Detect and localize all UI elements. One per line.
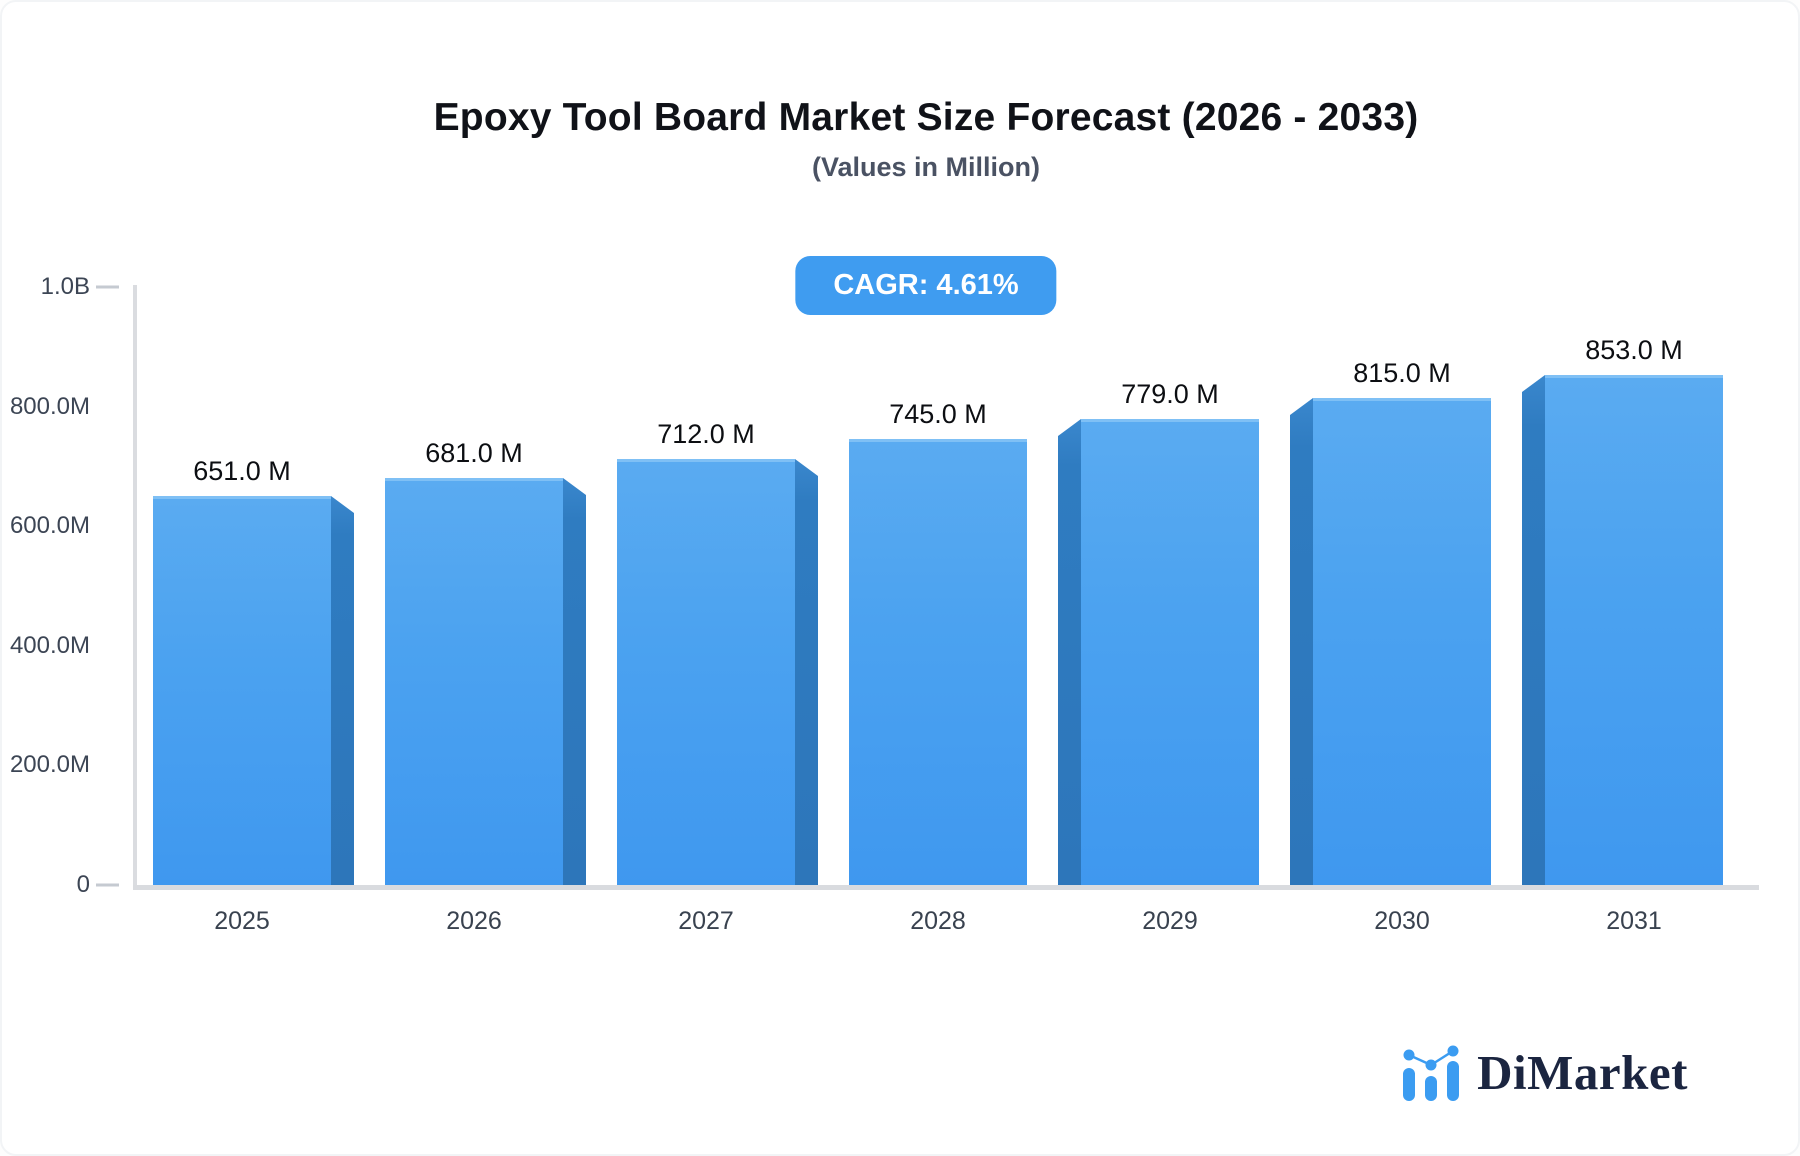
bar-front-2027[interactable]	[617, 459, 795, 885]
y-tick-label: 600.0M	[9, 512, 90, 540]
bar-value-label-2025: 651.0 M	[193, 456, 291, 486]
y-tick-dash	[96, 285, 119, 289]
y-tick-label: 1.0B	[40, 273, 90, 300]
bar-side-face-2025	[331, 496, 354, 885]
y-tick-label: 200.0M	[9, 751, 90, 779]
bar-side-face-2026	[563, 478, 586, 885]
bar-chart-trend-icon	[1403, 1045, 1460, 1101]
bar-2025: 651.0 M	[153, 456, 354, 885]
bar-value-label-2026: 681.0 M	[425, 438, 523, 468]
bar-front-2029[interactable]	[1081, 419, 1259, 885]
bar-value-label-2030: 815.0 M	[1353, 358, 1451, 388]
bar-2030: 815.0 M	[1290, 358, 1491, 885]
logo: DiMarket	[1399, 1042, 1688, 1102]
cagr-badge: CAGR: 4.61%	[795, 256, 1057, 315]
chart-title: Epoxy Tool Board Market Size Forecast (2…	[433, 96, 1419, 139]
bar-2031: 853.0 M	[1522, 335, 1723, 885]
bar-front-2028[interactable]	[849, 439, 1027, 885]
bar-front-2025[interactable]	[153, 496, 331, 885]
chart-subtitle: (Values in Million)	[811, 152, 1041, 182]
y-tick-label: 800.0M	[9, 392, 90, 420]
bar-2026: 681.0 M	[385, 438, 586, 885]
y-tick-label: 0	[76, 871, 90, 898]
x-tick-label-2027: 2027	[678, 907, 734, 935]
bar-side-face-2029	[1058, 419, 1081, 885]
bar-front-2026[interactable]	[385, 478, 563, 885]
bar-side-face-2030	[1290, 398, 1313, 885]
bar-value-label-2028: 745.0 M	[889, 399, 987, 429]
bar-value-label-2029: 779.0 M	[1121, 379, 1219, 409]
bar-side-face-2031	[1522, 375, 1545, 885]
bar-side-face-2027	[795, 459, 818, 885]
y-axis-line	[133, 285, 137, 889]
x-tick-label-2030: 2030	[1374, 907, 1430, 935]
bar-front-2031[interactable]	[1545, 375, 1723, 885]
x-tick-label-2029: 2029	[1142, 907, 1198, 935]
bar-2028: 745.0 M	[849, 399, 1027, 885]
x-tick-label-2031: 2031	[1606, 907, 1662, 935]
bar-2029: 779.0 M	[1058, 379, 1259, 885]
bar-2027: 712.0 M	[617, 419, 818, 885]
x-tick-label-2025: 2025	[214, 907, 270, 935]
y-tick-label: 400.0M	[9, 631, 90, 659]
bar-value-label-2031: 853.0 M	[1585, 335, 1683, 365]
bar-value-label-2027: 712.0 M	[657, 419, 755, 449]
x-axis-line	[133, 885, 1759, 890]
y-tick-dash	[96, 883, 119, 887]
x-tick-label-2026: 2026	[446, 907, 502, 935]
bar-front-2030[interactable]	[1313, 398, 1491, 885]
x-tick-label-2028: 2028	[910, 907, 966, 935]
logo-text: DiMarket	[1477, 1044, 1688, 1100]
